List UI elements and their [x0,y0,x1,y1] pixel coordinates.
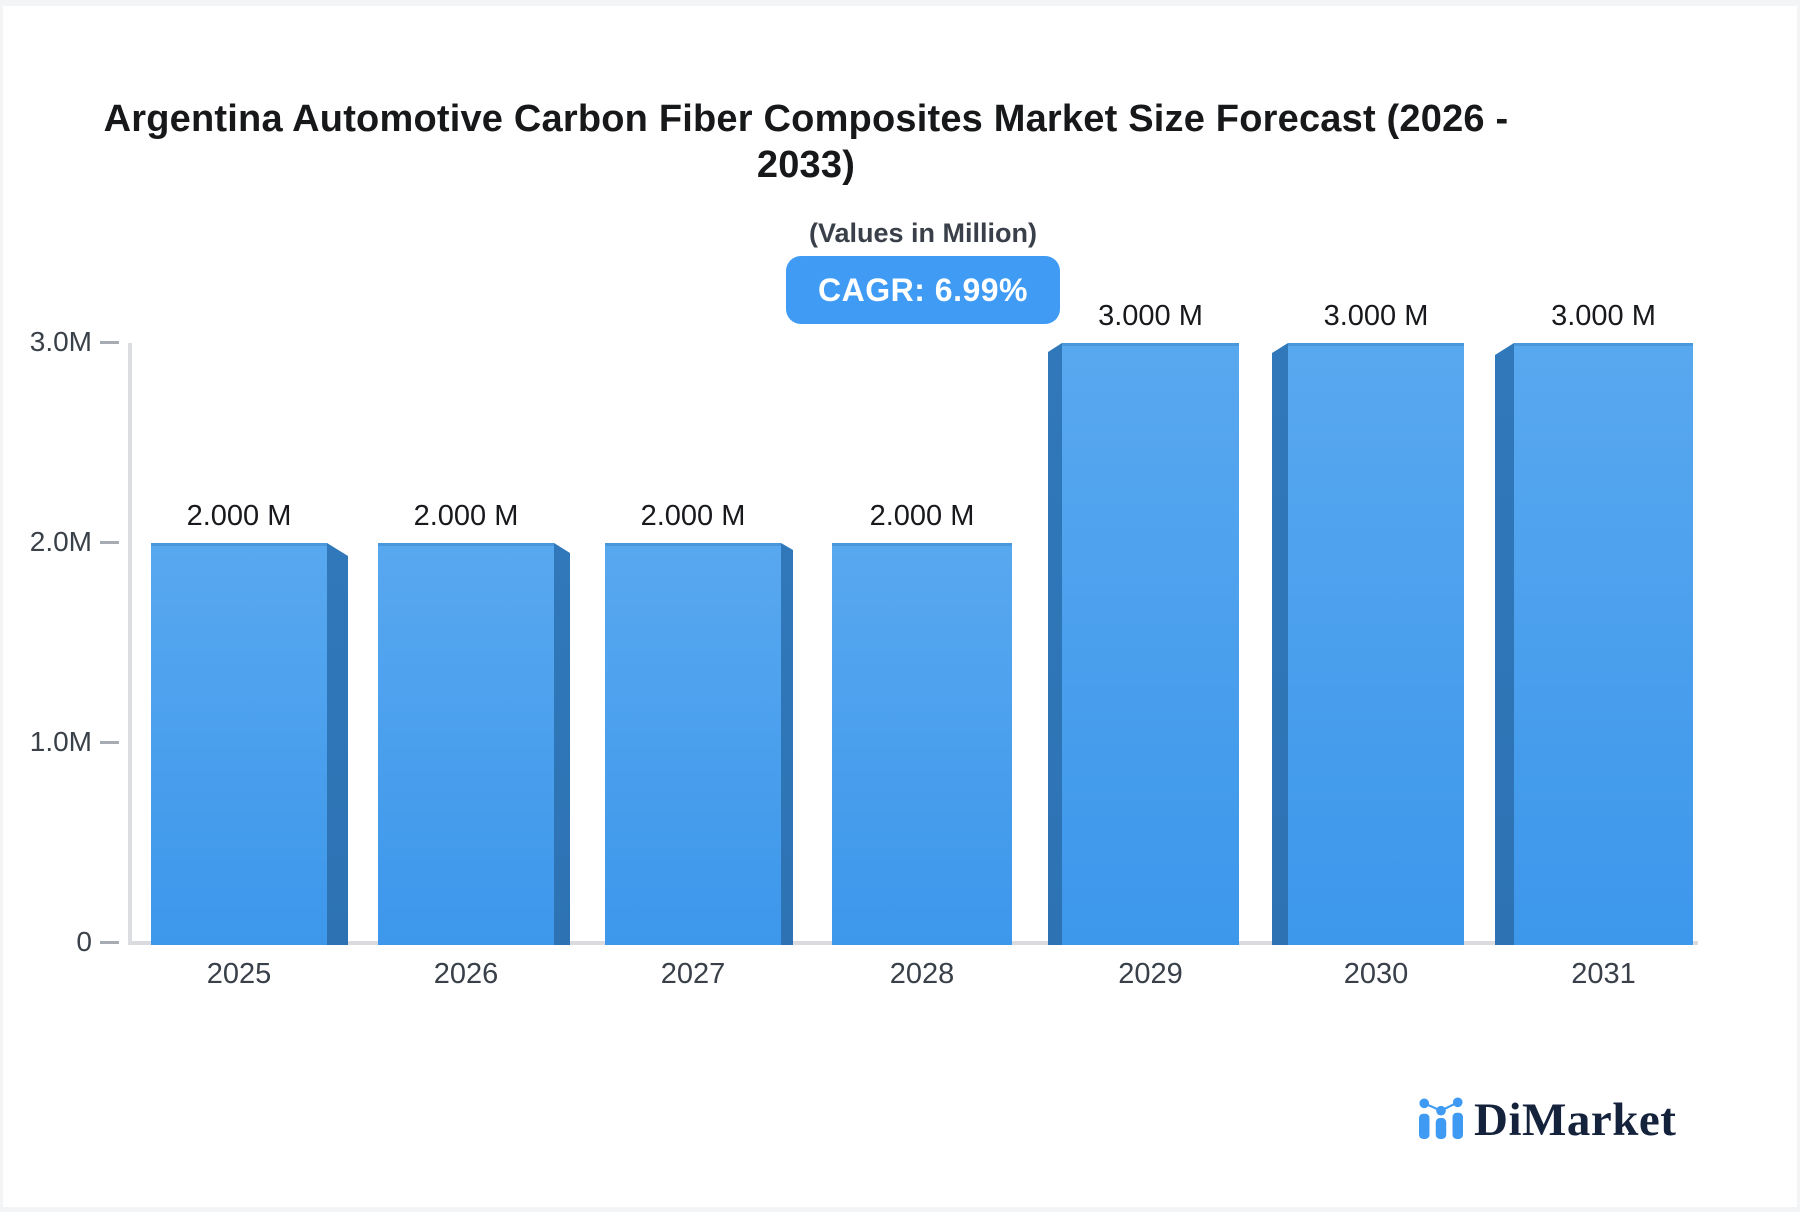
bar-side [1272,343,1288,945]
y-tick [100,341,119,344]
bar-face [1288,343,1464,945]
y-tick-label: 0 [76,926,92,957]
brand-logo: DiMarket [1419,1097,1676,1144]
y-tick [100,941,119,944]
bar-face [832,543,1012,945]
bar-value-label: 3.000 M [1551,300,1656,332]
bar-side [554,543,570,945]
y-tick-label: 1.0M [29,726,92,757]
cagr-badge-label: CAGR: 6.99% [818,271,1028,308]
logo-text: DiMarket [1474,1094,1677,1146]
bar-face [1514,343,1693,945]
bar-side [1495,343,1514,945]
x-axis-label: 2028 [889,958,955,990]
y-tick-label: 2.0M [29,526,92,557]
bar-value-label: 2.000 M [640,500,746,532]
bar-value-label: 2.000 M [869,500,975,532]
bar-face [605,543,781,945]
x-axis-label: 2025 [206,958,272,990]
logo-bar-chart-trend-icon [1419,1097,1463,1144]
y-tick [100,741,119,744]
y-tick [100,541,119,544]
x-axis-label: 2030 [1343,958,1409,990]
x-axis-label: 2027 [660,958,726,990]
y-tick-label: 3.0M [29,326,92,357]
chart-title-line-2: 2033) [756,144,856,186]
x-axis-label: 2026 [433,958,499,990]
bar-face [151,543,327,945]
bar-value-label: 3.000 M [1098,300,1203,332]
x-axis-label: 2031 [1571,958,1636,990]
x-axis-label: 2029 [1118,958,1183,990]
bar-side [781,543,793,945]
bar-value-label: 2.000 M [186,500,292,532]
chart-title: Argentina Automotive Carbon Fiber Compos… [0,96,1612,188]
bar-face [1062,343,1239,945]
y-axis-line [128,343,132,945]
bar-value-label: 3.000 M [1323,300,1429,332]
bar-value-label: 2.000 M [413,500,519,532]
bar-face [378,543,554,945]
bar-side [327,543,348,945]
cagr-badge: CAGR: 6.99% [786,256,1060,324]
chart-subtitle: (Values in Million) [808,218,1038,248]
chart-title-line-1: Argentina Automotive Carbon Fiber Compos… [103,98,1509,140]
bar-side [1048,343,1062,945]
